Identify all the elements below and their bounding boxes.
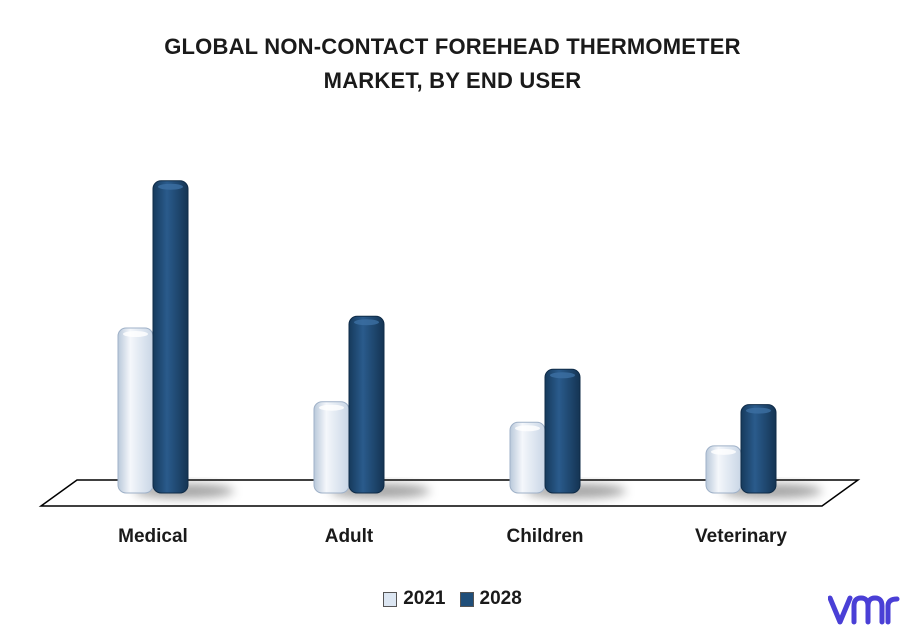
x-tick-label: Veterinary — [695, 526, 787, 547]
legend-item-2021: 2021 — [383, 588, 446, 610]
bar-2021-adult — [313, 401, 350, 494]
vmr-logo — [828, 595, 900, 625]
bar-top-highlight — [746, 407, 771, 414]
bar-2028-medical — [152, 180, 189, 494]
legend-swatch-2021 — [383, 591, 398, 607]
legend: 2021 2028 — [0, 588, 905, 610]
chart-floor — [38, 479, 861, 507]
bar-2028-veterinary — [740, 404, 777, 494]
bar-top-highlight — [354, 319, 379, 326]
bar-group — [117, 180, 777, 494]
bar-top-highlight — [515, 425, 540, 432]
x-tick-label: Children — [506, 526, 583, 547]
bar-2028-adult — [348, 315, 385, 494]
x-tick-label: Adult — [325, 526, 374, 547]
bar-top-highlight — [158, 183, 183, 190]
bar-2021-children — [509, 421, 546, 494]
bar-top-highlight — [550, 372, 575, 379]
legend-item-2028: 2028 — [459, 588, 522, 610]
legend-label-2021: 2021 — [403, 588, 446, 609]
bar-2028-children — [544, 368, 581, 494]
legend-label-2028: 2028 — [479, 588, 522, 609]
chart-title-line-1: GLOBAL NON-CONTACT FOREHEAD THERMOMETER — [164, 34, 741, 59]
chart-title: GLOBAL NON-CONTACT FOREHEAD THERMOMETER … — [0, 30, 905, 98]
legend-swatch-2028 — [459, 591, 474, 607]
x-axis-labels: Medical Adult Children Veterinary — [118, 526, 787, 547]
bar-top-highlight — [711, 448, 736, 455]
bar-top-highlight — [319, 404, 344, 411]
x-tick-label: Medical — [118, 526, 188, 547]
chart-title-line-2: MARKET, BY END USER — [323, 68, 582, 93]
bar-2021-medical — [117, 327, 154, 494]
bar-top-highlight — [123, 331, 148, 338]
